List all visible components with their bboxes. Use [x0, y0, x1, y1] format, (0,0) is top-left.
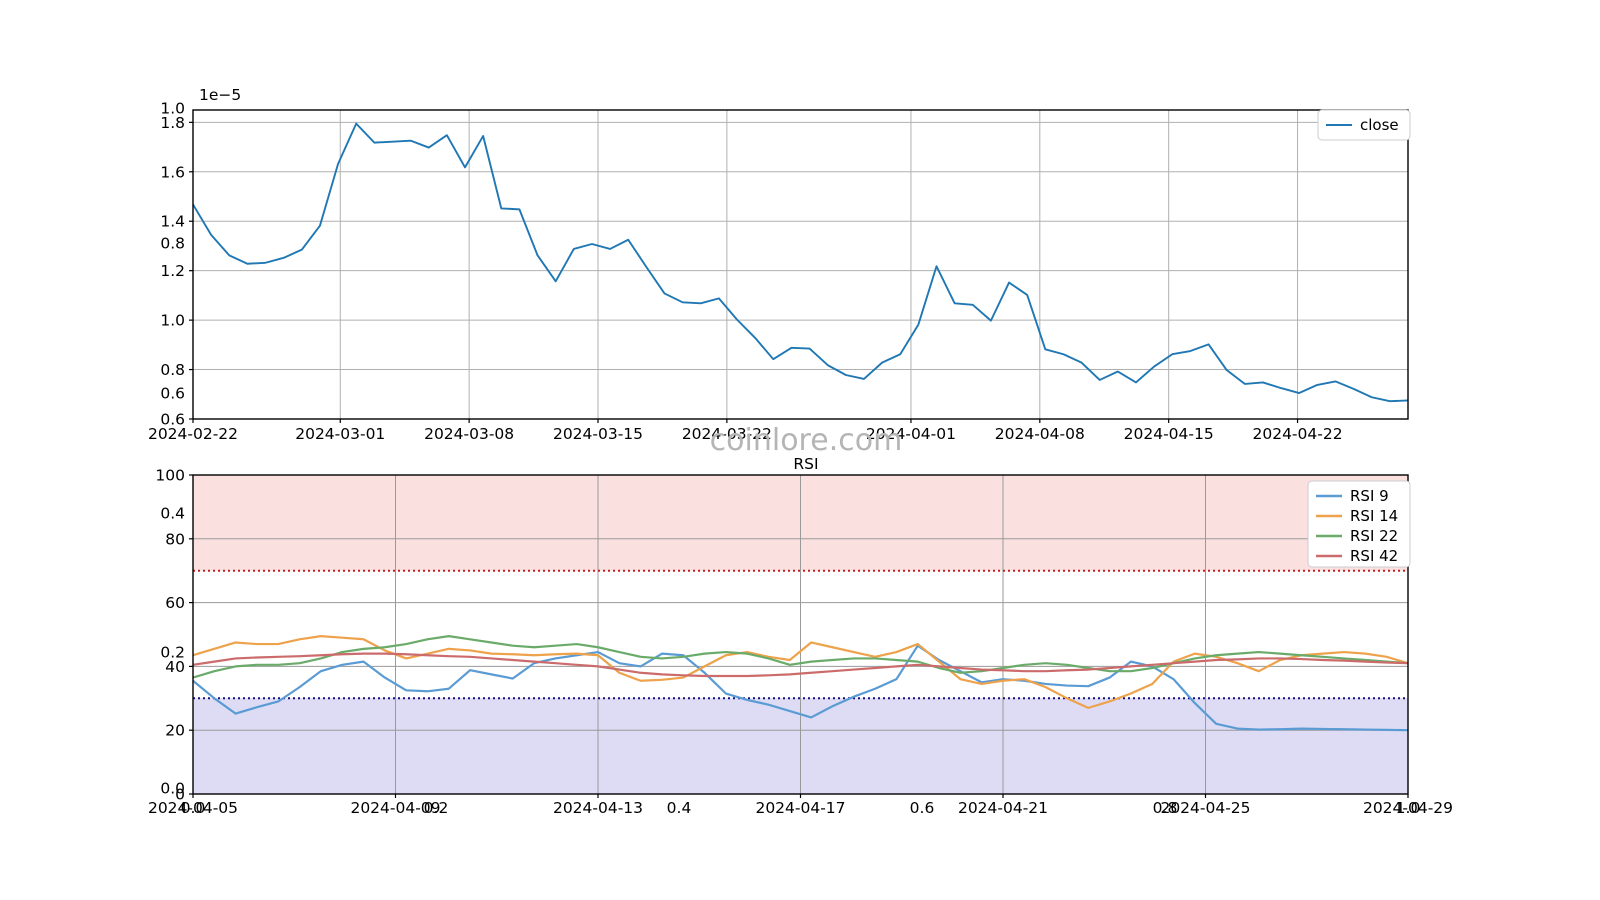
price-overlay-ytick-label: 1.0	[160, 100, 185, 118]
price-line-close	[192, 122, 1409, 403]
rsi-line-rsi-42	[192, 652, 1409, 678]
rsi-xtick-label: 2024-04-13	[553, 799, 643, 817]
price-ytick-label: 0.6	[160, 411, 185, 429]
rsi-overlay-xtick-label: 0.6	[910, 799, 935, 817]
price-legend: close	[1317, 109, 1411, 141]
rsi-overlay-xtick-label: 0.4	[667, 799, 692, 817]
rsi-overlay-ytick-label: 0.4	[160, 505, 185, 523]
rsi-line-rsi-9	[192, 644, 1409, 732]
rsi-legend-label-rsi-14: RSI 14	[1350, 507, 1398, 525]
rsi-title: RSI	[793, 455, 818, 473]
price-ytick-label: 1.0	[160, 312, 185, 330]
rsi-overlay-xtick-label: 0.2	[424, 799, 449, 817]
rsi-ytick-label: 0	[175, 786, 185, 804]
price-legend-label-close: close	[1360, 116, 1399, 134]
rsi-ytick-label: 60	[165, 594, 185, 612]
price-xtick-label: 2024-04-15	[1124, 425, 1214, 443]
price-ytick-label: 1.4	[160, 213, 185, 231]
price-xtick-label: 2024-03-01	[295, 425, 385, 443]
price-xtick-label: 2024-03-15	[553, 425, 643, 443]
price-ytick-label: 0.8	[160, 361, 185, 379]
rsi-ytick-label: 20	[165, 722, 185, 740]
rsi-xtick-label: 2024-04-29	[1363, 799, 1453, 817]
price-xtick-label: 2024-02-22	[148, 425, 238, 443]
watermark: coinlore.com	[710, 423, 903, 458]
rsi-ytick-label: 80	[165, 530, 185, 548]
rsi-overlay-xtick-label: 0.8	[1153, 799, 1178, 817]
price-ytick-label: 1.2	[160, 262, 185, 280]
price-xtick-label: 2024-04-01	[866, 425, 956, 443]
rsi-ytick-label: 100	[155, 467, 185, 485]
rsi-legend-label-rsi-42: RSI 42	[1350, 547, 1398, 565]
price-panel: 0.6 0.8 1.0 1.2 1.4 1.6 1.8 0.6 0.8 1.0 1e−5 2024-0…	[148, 86, 1411, 443]
price-legend-box	[1317, 109, 1411, 141]
price-xtick-label: 2024-04-08	[995, 425, 1085, 443]
price-xtick-label: 2024-03-08	[424, 425, 514, 443]
price-overlay-ytick-label: 0.6	[160, 385, 185, 403]
rsi-xtick-label: 2024-04-09	[350, 799, 440, 817]
rsi-xtick-label: 2024-04-05	[148, 799, 238, 817]
rsi-xtick-label: 2024-04-25	[1160, 799, 1250, 817]
price-overlay-ytick-label: 0.8	[160, 235, 185, 253]
price-ytick-label: 1.6	[160, 163, 185, 181]
rsi-legend-label-rsi-9: RSI 9	[1350, 487, 1389, 505]
rsi-legend-label-rsi-22: RSI 22	[1350, 527, 1398, 545]
rsi-overlay-ytick-label: 0.2	[160, 644, 185, 662]
price-y-offset-label: 1e−5	[199, 86, 241, 104]
price-plot-border	[192, 109, 1409, 420]
rsi-panel: 0 20 40 60 80 100 0.0 0.2 0.4 2024-04-05 2024-04-0…	[148, 455, 1453, 817]
rsi-xtick-label: 2024-04-21	[958, 799, 1048, 817]
price-ytick-label: 1.8	[160, 114, 185, 132]
rsi-overlay-xtick-label: 1.0	[1396, 799, 1421, 817]
rsi-overlay-xtick-label: 0.0	[181, 799, 206, 817]
rsi-xtick-label: 2024-04-17	[755, 799, 845, 817]
rsi-line-rsi-22	[192, 635, 1409, 679]
rsi-ytick-label: 40	[165, 658, 185, 676]
rsi-legend-box	[1307, 480, 1411, 568]
price-xtick-label: 2024-03-22	[682, 425, 772, 443]
price-xtick-label: 2024-04-22	[1252, 425, 1342, 443]
price-plot-background	[193, 110, 1408, 419]
rsi-overlay-ytick-label: 0.0	[160, 780, 185, 798]
rsi-legend: RSI 9 RSI 14 RSI 22 RSI 42	[1307, 480, 1411, 568]
